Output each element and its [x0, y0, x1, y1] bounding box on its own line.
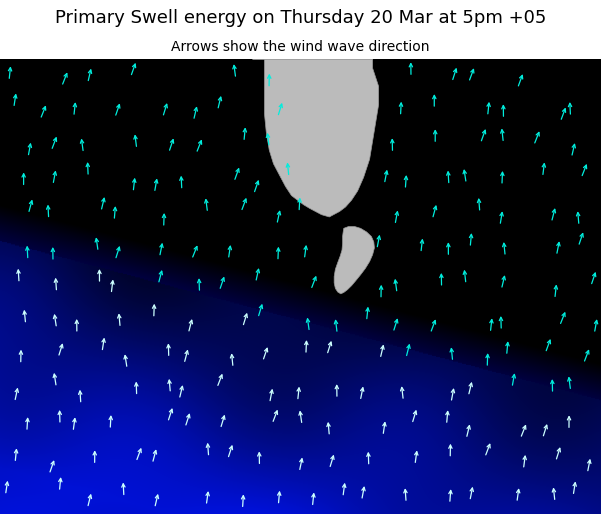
Text: Arrows show the wind wave direction: Arrows show the wind wave direction — [171, 40, 430, 54]
Polygon shape — [252, 59, 379, 217]
Polygon shape — [334, 227, 374, 294]
Text: Primary Swell energy on Thursday 20 Mar at 5pm +05: Primary Swell energy on Thursday 20 Mar … — [55, 9, 546, 27]
